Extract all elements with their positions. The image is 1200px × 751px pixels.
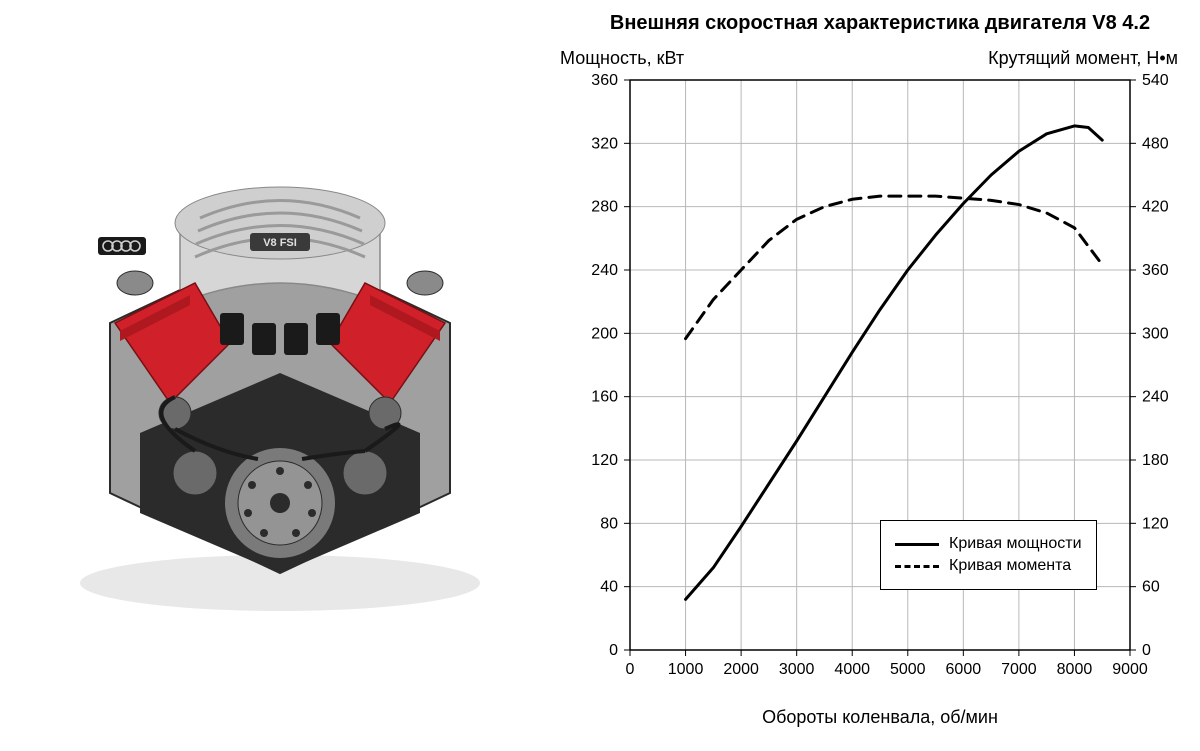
svg-text:40: 40	[600, 579, 618, 596]
svg-text:180: 180	[1142, 452, 1169, 469]
svg-text:1000: 1000	[668, 661, 704, 678]
y-right-axis-label: Крутящий момент, Н•м	[988, 48, 1178, 69]
svg-text:240: 240	[1142, 389, 1169, 406]
chart-title: Внешняя скоростная характеристика двигат…	[560, 12, 1200, 35]
svg-text:8000: 8000	[1057, 661, 1093, 678]
svg-text:0: 0	[626, 661, 635, 678]
legend-label-torque: Кривая момента	[949, 557, 1071, 575]
svg-text:420: 420	[1142, 199, 1169, 216]
engine-illustration: V8 FSI	[20, 113, 540, 633]
engine-badge-text: V8 FSI	[263, 237, 297, 249]
svg-text:120: 120	[1142, 515, 1169, 532]
chart-legend: Кривая мощности Кривая момента	[880, 520, 1097, 590]
svg-text:280: 280	[591, 199, 618, 216]
svg-text:360: 360	[1142, 262, 1169, 279]
engine-image-panel: V8 FSI	[0, 0, 560, 746]
svg-text:0: 0	[1142, 642, 1151, 659]
svg-text:2000: 2000	[723, 661, 759, 678]
svg-text:200: 200	[591, 325, 618, 342]
legend-line-solid	[895, 543, 939, 546]
svg-text:0: 0	[609, 642, 618, 659]
svg-text:240: 240	[591, 262, 618, 279]
performance-chart: 0100020003000400050006000700080009000040…	[560, 0, 1200, 746]
svg-text:160: 160	[591, 389, 618, 406]
legend-item-torque: Кривая момента	[895, 557, 1082, 575]
svg-text:480: 480	[1142, 135, 1169, 152]
svg-text:360: 360	[591, 72, 618, 89]
svg-text:5000: 5000	[890, 661, 926, 678]
x-axis-label: Обороты коленвала, об/мин	[560, 707, 1200, 728]
svg-text:60: 60	[1142, 579, 1160, 596]
svg-text:300: 300	[1142, 325, 1169, 342]
legend-label-power: Кривая мощности	[949, 535, 1082, 553]
svg-text:3000: 3000	[779, 661, 815, 678]
chart-panel: Внешняя скоростная характеристика двигат…	[560, 0, 1200, 746]
svg-text:4000: 4000	[834, 661, 870, 678]
svg-text:80: 80	[600, 515, 618, 532]
svg-text:6000: 6000	[946, 661, 982, 678]
y-left-axis-label: Мощность, кВт	[560, 48, 684, 69]
legend-item-power: Кривая мощности	[895, 535, 1082, 553]
svg-text:9000: 9000	[1112, 661, 1148, 678]
svg-text:120: 120	[591, 452, 618, 469]
svg-text:540: 540	[1142, 72, 1169, 89]
svg-text:320: 320	[591, 135, 618, 152]
svg-text:7000: 7000	[1001, 661, 1037, 678]
legend-line-dashed	[895, 565, 939, 568]
